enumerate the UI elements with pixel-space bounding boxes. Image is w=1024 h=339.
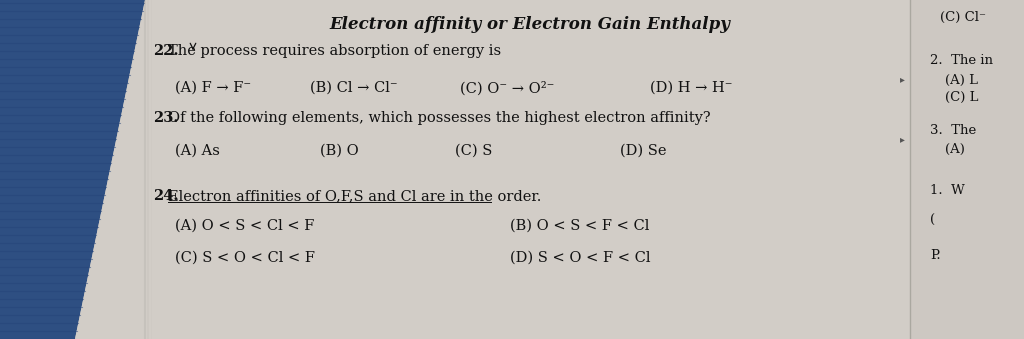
Text: (C) S < O < Cl < F: (C) S < O < Cl < F bbox=[175, 251, 315, 265]
Text: (D) Se: (D) Se bbox=[620, 144, 667, 158]
Text: (C) S: (C) S bbox=[455, 144, 493, 158]
Text: (C) O⁻ → O²⁻: (C) O⁻ → O²⁻ bbox=[460, 81, 554, 95]
Text: (D) H → H⁻: (D) H → H⁻ bbox=[650, 81, 732, 95]
Text: (: ( bbox=[930, 214, 935, 227]
Text: 1.  W: 1. W bbox=[930, 184, 965, 197]
Polygon shape bbox=[0, 0, 145, 339]
Text: (A) F → F⁻: (A) F → F⁻ bbox=[175, 81, 251, 95]
Text: 22.: 22. bbox=[153, 44, 178, 58]
Text: (A) L: (A) L bbox=[945, 74, 978, 87]
Text: Electron affinities of O,F,S and Cl are in the order.: Electron affinities of O,F,S and Cl are … bbox=[168, 189, 542, 203]
Text: ▸: ▸ bbox=[900, 74, 905, 84]
Text: 24.: 24. bbox=[153, 189, 178, 203]
Text: (C) L: (C) L bbox=[945, 91, 979, 104]
Text: (D) S < O < F < Cl: (D) S < O < F < Cl bbox=[510, 251, 650, 265]
Text: Of the following elements, which possesses the highest electron affinity?: Of the following elements, which possess… bbox=[168, 111, 711, 125]
Text: (C) Cl⁻: (C) Cl⁻ bbox=[940, 11, 986, 24]
Text: (A) As: (A) As bbox=[175, 144, 220, 158]
Text: (A) O < S < Cl < F: (A) O < S < Cl < F bbox=[175, 219, 314, 233]
Text: (A): (A) bbox=[945, 143, 965, 156]
Polygon shape bbox=[910, 0, 1024, 339]
Text: ▸: ▸ bbox=[900, 134, 905, 144]
Text: 2.  The in: 2. The in bbox=[930, 54, 993, 67]
Text: The process requires absorption of energy is: The process requires absorption of energ… bbox=[168, 44, 501, 58]
Text: Electron affinity or Electron Gain Enthalpy: Electron affinity or Electron Gain Entha… bbox=[330, 16, 730, 33]
Polygon shape bbox=[75, 0, 910, 339]
Text: (B) O: (B) O bbox=[319, 144, 358, 158]
Text: (B) O < S < F < Cl: (B) O < S < F < Cl bbox=[510, 219, 649, 233]
Text: (B) Cl → Cl⁻: (B) Cl → Cl⁻ bbox=[310, 81, 397, 95]
Text: P.: P. bbox=[930, 249, 941, 262]
Text: 3.  The: 3. The bbox=[930, 124, 976, 137]
Text: 23.: 23. bbox=[153, 111, 178, 125]
